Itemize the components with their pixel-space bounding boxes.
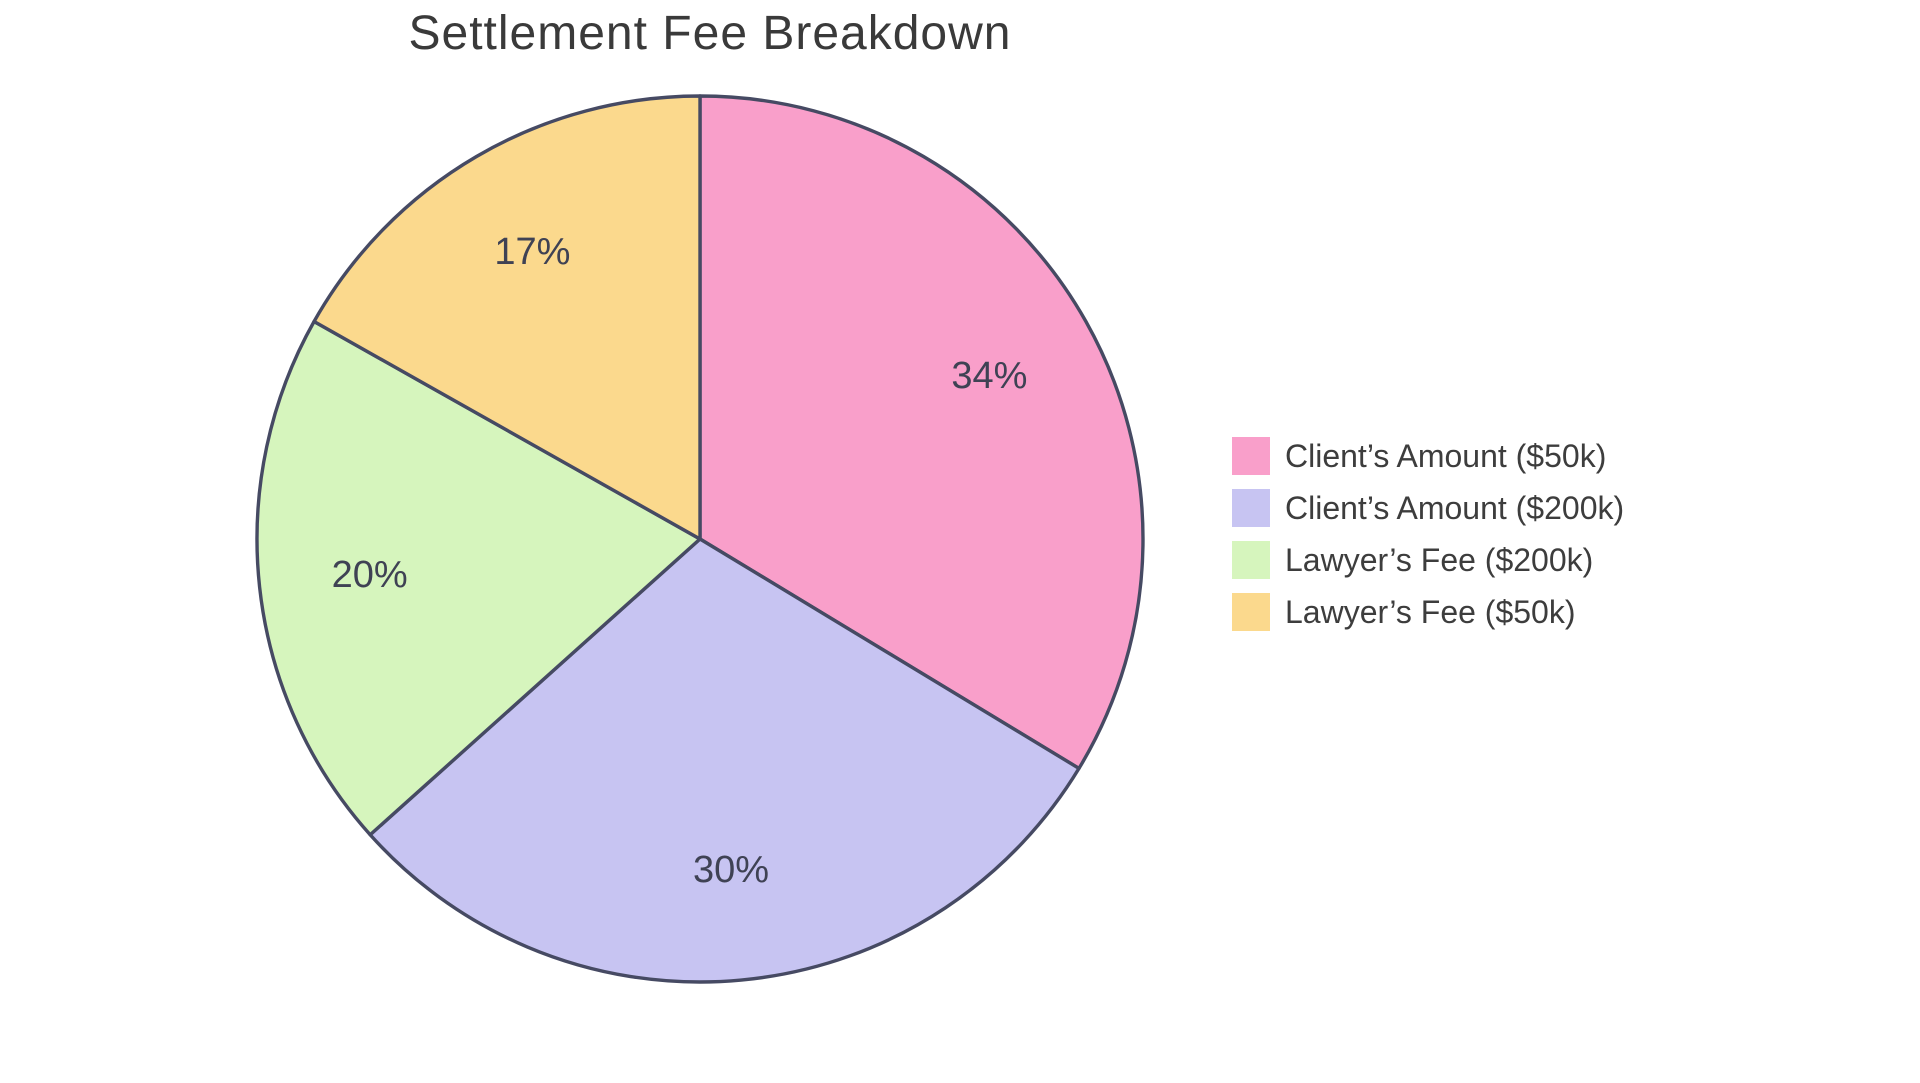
- legend-swatch: [1232, 541, 1270, 579]
- legend-item: Client’s Amount ($50k): [1232, 437, 1624, 475]
- chart-legend: Client’s Amount ($50k) Client’s Amount ($…: [1232, 437, 1624, 631]
- slice-percent-label: 34%: [951, 355, 1027, 397]
- legend-item: Client’s Amount ($200k): [1232, 489, 1624, 527]
- slice-percent-label: 17%: [494, 231, 570, 273]
- legend-swatch: [1232, 489, 1270, 527]
- pie-slice-1: [698, 94, 1145, 771]
- legend-item: Lawyer’s Fee ($200k): [1232, 541, 1624, 579]
- pie-slice-3: [255, 319, 702, 837]
- legend-item: Lawyer’s Fee ($50k): [1232, 593, 1624, 631]
- legend-label: Lawyer’s Fee ($50k): [1285, 593, 1576, 630]
- legend-label: Client’s Amount ($50k): [1285, 437, 1607, 474]
- slice-percent-label: 20%: [332, 554, 408, 596]
- legend-label: Client’s Amount ($200k): [1285, 489, 1625, 526]
- legend-swatch: [1232, 437, 1270, 475]
- pie-slice-4: [312, 94, 702, 541]
- legend-swatch: [1232, 593, 1270, 631]
- slice-percent-label: 30%: [693, 849, 769, 891]
- pie-slice-2: [368, 537, 1081, 984]
- legend-label: Lawyer’s Fee ($200k): [1285, 541, 1594, 578]
- chart-title: Settlement Fee Breakdown: [408, 7, 1012, 60]
